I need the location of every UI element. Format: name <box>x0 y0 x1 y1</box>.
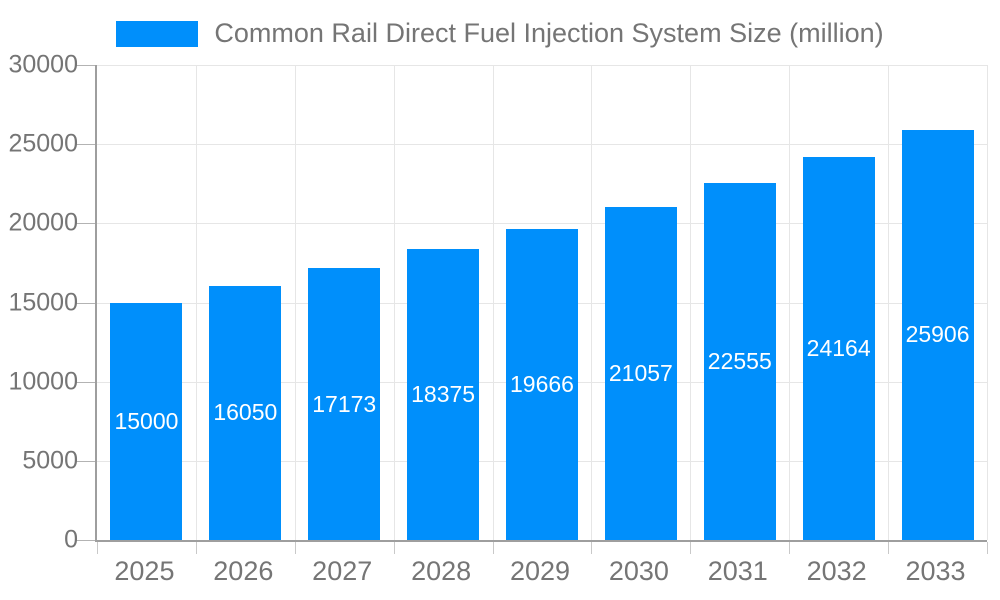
gridline-vertical <box>294 65 296 540</box>
y-axis-label: 15000 <box>8 288 78 316</box>
x-axis-tick <box>690 542 692 554</box>
x-axis-label: 2025 <box>114 556 175 586</box>
bar-value-label: 15000 <box>114 407 179 434</box>
bar-value-label: 22555 <box>707 347 772 374</box>
x-axis-label: 2028 <box>411 556 472 586</box>
bar-value-label: 16050 <box>213 399 278 426</box>
gridline-vertical <box>690 65 692 540</box>
x-axis-tick <box>888 542 890 554</box>
gridline-vertical <box>393 65 395 540</box>
bar-value-label: 25906 <box>905 321 970 348</box>
bar-value-label: 17173 <box>312 390 377 417</box>
bar-value-label: 18375 <box>411 381 476 408</box>
x-axis-tick <box>393 542 395 554</box>
x-axis-label: 2029 <box>509 556 571 586</box>
gridline-vertical <box>888 65 890 540</box>
x-axis-tick <box>591 542 593 554</box>
bar-value-label: 19666 <box>510 370 574 397</box>
y-axis-label: 20000 <box>8 208 78 237</box>
y-axis-tick <box>75 65 95 66</box>
x-axis-tick <box>789 542 791 554</box>
x-axis-label: 2031 <box>707 556 768 586</box>
y-axis-tick <box>75 381 95 383</box>
x-axis-label: 2030 <box>608 556 669 586</box>
legend-label: Common Rail Direct Fuel Injection System… <box>214 18 884 48</box>
gridline-horizontal <box>97 144 987 146</box>
y-axis-tick <box>75 302 95 304</box>
x-axis-tick <box>97 542 98 554</box>
bar-2029[interactable]: 19666 <box>506 228 578 540</box>
bar-2030[interactable]: 21057 <box>604 206 677 540</box>
bar-value-label: 24164 <box>806 335 871 362</box>
y-axis-label: 25000 <box>8 129 78 158</box>
bar-2027[interactable]: 17173 <box>308 268 381 540</box>
y-axis-tick <box>75 223 95 225</box>
bar-2032[interactable]: 24164 <box>802 157 875 540</box>
bar-2031[interactable]: 22555 <box>703 182 776 540</box>
bar-2025[interactable]: 15000 <box>110 302 183 540</box>
gridline-vertical <box>492 65 494 540</box>
legend[interactable]: Common Rail Direct Fuel Injection System… <box>0 18 1000 49</box>
y-axis-tick <box>75 144 95 146</box>
y-axis-label: 30000 <box>8 50 78 79</box>
x-axis-tick <box>492 542 494 554</box>
y-axis-label: 10000 <box>8 367 78 396</box>
gridline-vertical <box>195 65 197 540</box>
y-axis-label: 5000 <box>22 446 78 475</box>
x-axis-tick <box>987 542 988 554</box>
gridline-vertical <box>987 65 988 540</box>
y-axis-tick <box>75 460 95 462</box>
plot-area: 15000 16050 17173 18375 19666 21057 22555 24164… <box>75 65 988 554</box>
gridline-horizontal <box>97 223 987 225</box>
legend-swatch <box>116 20 199 47</box>
gridline-horizontal <box>97 65 987 66</box>
bar-value-label: 21057 <box>608 359 673 386</box>
x-axis-label: 2032 <box>806 556 867 586</box>
bar-2033[interactable]: 25906 <box>901 129 974 540</box>
y-axis-label: 0 <box>64 525 78 554</box>
x-axis-tick <box>294 542 296 554</box>
x-axis-tick <box>195 542 197 554</box>
y-axis-tick <box>75 540 95 541</box>
x-axis-label: 2033 <box>905 556 966 586</box>
gridline-vertical <box>591 65 593 540</box>
bar-2028[interactable]: 18375 <box>407 249 480 540</box>
x-axis-label: 2027 <box>312 556 373 586</box>
bar-2026[interactable]: 16050 <box>209 285 282 540</box>
gridline-vertical <box>789 65 791 540</box>
x-axis-label: 2026 <box>213 556 274 586</box>
